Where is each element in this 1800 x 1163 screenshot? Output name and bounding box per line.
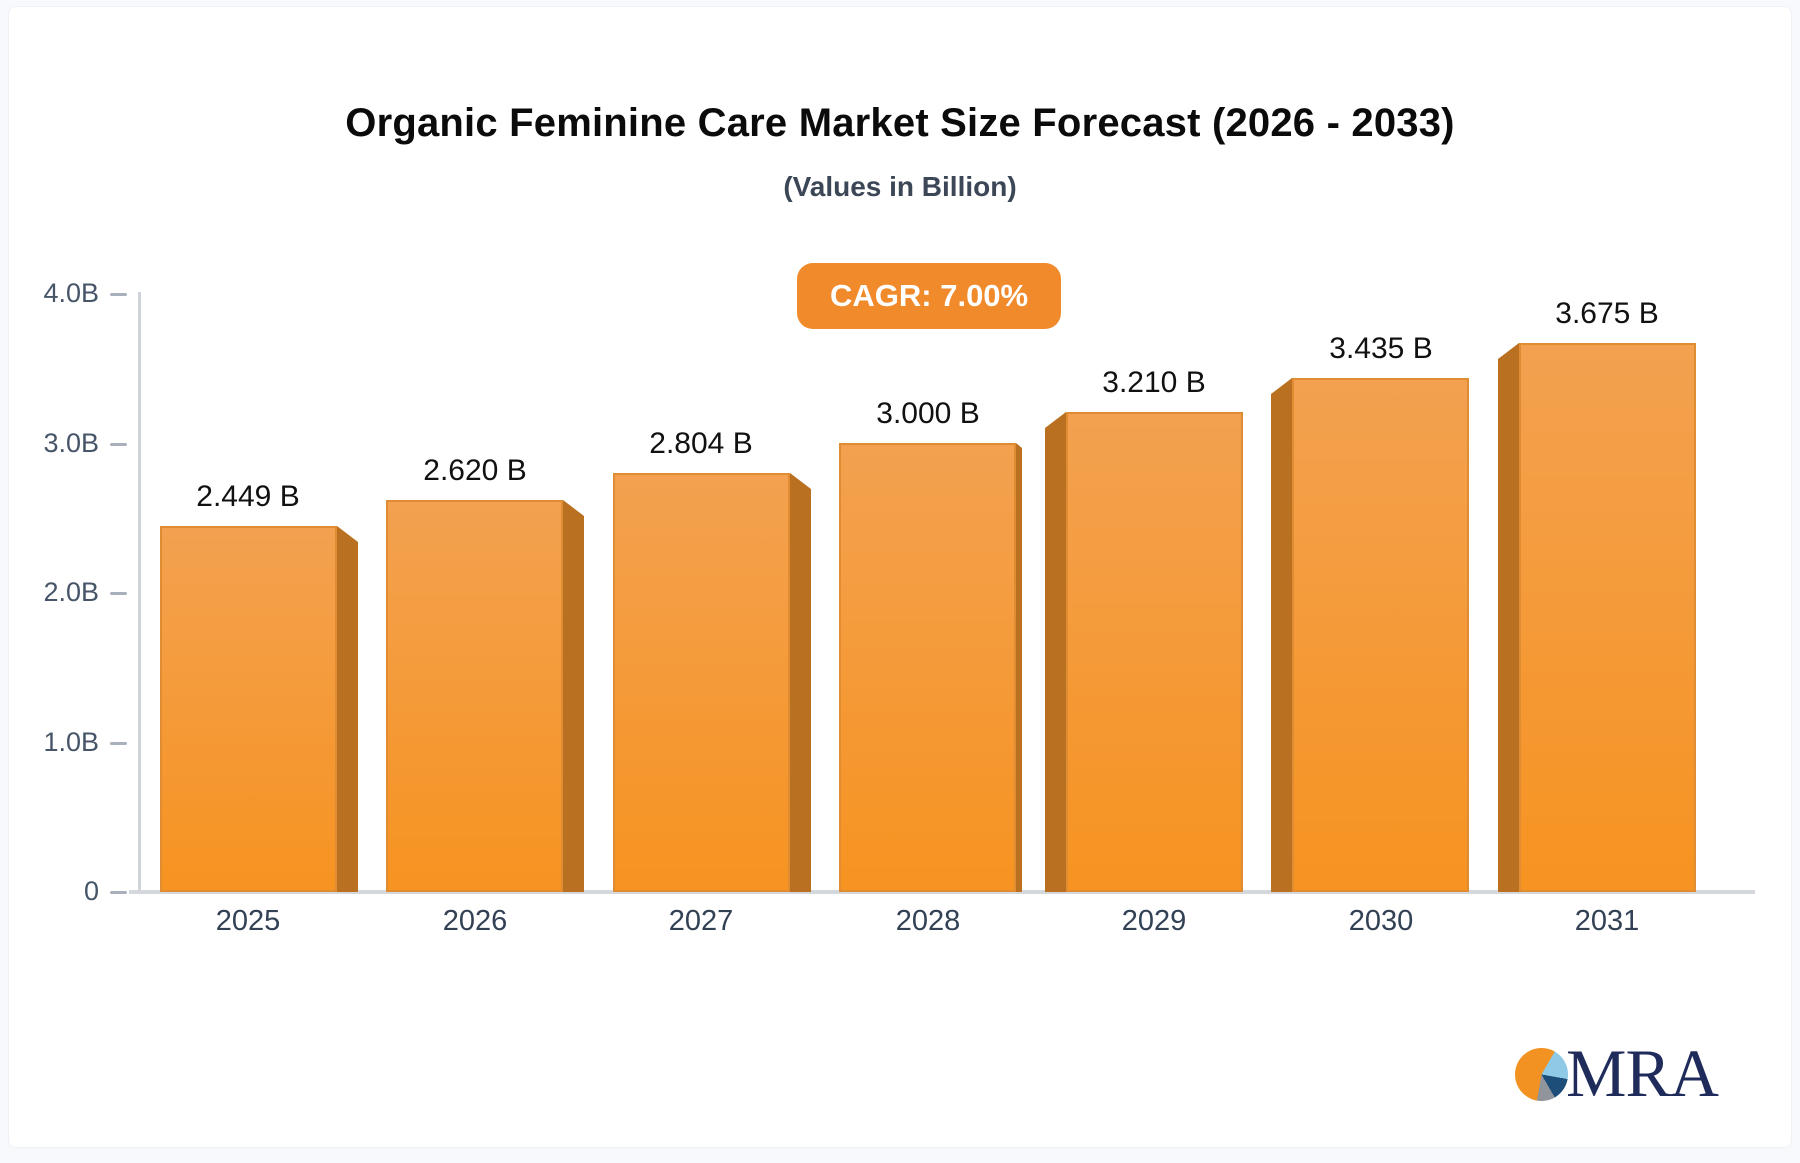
x-tick-label-2028: 2028 xyxy=(895,905,961,937)
bar-2030 xyxy=(1292,378,1469,892)
bar-2031 xyxy=(1519,343,1696,892)
cagr-badge: CAGR: 7.00% xyxy=(797,263,1062,329)
bar-side-2027 xyxy=(790,473,811,892)
brand-logo: MRA xyxy=(1513,1035,1723,1115)
y-tick-label: 0 xyxy=(83,876,99,906)
chart-subtitle: (Values in Billion) xyxy=(783,171,1017,202)
x-tick-label-2026: 2026 xyxy=(442,905,508,937)
x-tick-label-2031: 2031 xyxy=(1574,905,1640,937)
brand-logo-text: MRA xyxy=(1566,1035,1719,1111)
y-tick-label: 3.0B xyxy=(43,427,99,458)
bar-value-label: 3.675 B xyxy=(1555,297,1659,330)
bar-side-2030 xyxy=(1271,378,1292,892)
x-tick-label-2025: 2025 xyxy=(215,905,281,937)
y-tick-mark xyxy=(110,442,127,446)
bar-2029 xyxy=(1066,412,1243,892)
bar-side-2026 xyxy=(563,500,584,892)
bar-value-label: 2.620 B xyxy=(423,454,527,487)
bar-value-label: 3.210 B xyxy=(1102,366,1206,399)
chart-card: Organic Feminine Care Market Size Foreca… xyxy=(8,6,1792,1148)
x-axis-line xyxy=(129,890,1755,894)
bar-value-label: 2.804 B xyxy=(649,427,753,460)
bar-side-2029 xyxy=(1045,412,1066,892)
bar-2027 xyxy=(613,473,790,892)
y-tick-mark xyxy=(110,293,127,296)
pie-chart-logo-icon xyxy=(1515,1048,1568,1101)
bar-2028 xyxy=(839,443,1016,892)
x-tick-label-2027: 2027 xyxy=(668,905,734,937)
bar-value-label: 3.000 B xyxy=(876,397,980,430)
bar-side-2031 xyxy=(1498,343,1519,892)
y-tick-mark xyxy=(110,741,127,745)
y-tick-label: 1.0B xyxy=(43,726,99,757)
y-tick-label: 4.0B xyxy=(43,278,99,308)
y-tick-mark xyxy=(110,592,127,595)
cagr-badge-label: CAGR: 7.00% xyxy=(830,278,1029,313)
y-tick-mark xyxy=(110,891,127,894)
y-tick-label: 2.0B xyxy=(43,577,99,607)
chart-title: Organic Feminine Care Market Size Foreca… xyxy=(345,101,1455,145)
bar-side-2028 xyxy=(1016,443,1022,892)
bar-value-label: 2.449 B xyxy=(196,480,300,513)
bar-value-label: 3.435 B xyxy=(1329,332,1433,365)
y-axis-line xyxy=(138,292,141,892)
bar-side-2025 xyxy=(337,526,358,892)
bar-2026 xyxy=(386,500,563,892)
bar-2025 xyxy=(160,526,337,892)
x-tick-label-2029: 2029 xyxy=(1121,905,1187,937)
x-tick-label-2030: 2030 xyxy=(1348,905,1414,937)
